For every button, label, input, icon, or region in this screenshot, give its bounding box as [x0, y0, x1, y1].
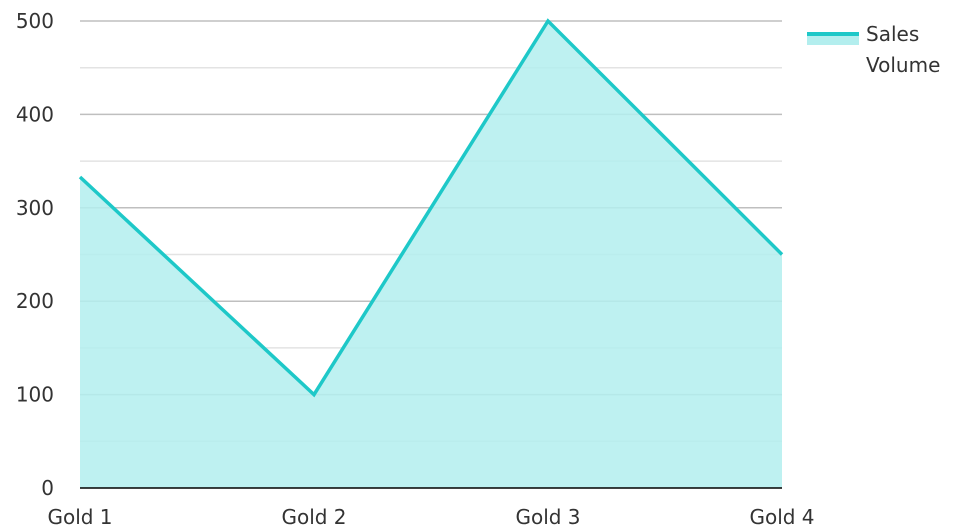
y-tick-label: 300: [16, 196, 54, 220]
x-tick-label: Gold 1: [47, 505, 112, 529]
y-axis-ticks: 0 100 200 300 400 500: [16, 9, 54, 500]
series-points: [79, 20, 783, 395]
y-tick-label: 0: [41, 476, 54, 500]
legend-label-line1: Sales: [866, 22, 919, 46]
y-tick-label: 100: [16, 383, 54, 407]
legend[interactable]: Sales Volume: [807, 22, 940, 77]
legend-label-line2: Volume: [866, 53, 940, 77]
series-area-fill: [80, 21, 782, 488]
y-tick-label: 200: [16, 289, 54, 313]
y-tick-label: 400: [16, 102, 54, 126]
plot-area: [78, 18, 784, 488]
y-tick-label: 500: [16, 9, 54, 33]
series-line: [78, 18, 784, 398]
x-axis-ticks: Gold 1 Gold 2 Gold 3 Gold 4: [47, 505, 814, 529]
x-tick-label: Gold 4: [749, 505, 814, 529]
x-tick-label: Gold 2: [281, 505, 346, 529]
x-tick-label: Gold 3: [515, 505, 580, 529]
